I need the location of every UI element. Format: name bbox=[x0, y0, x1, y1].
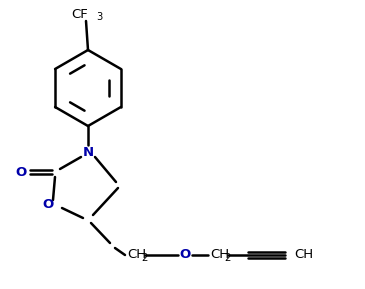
Text: CH: CH bbox=[210, 249, 229, 262]
Text: O: O bbox=[42, 199, 54, 212]
Text: CH: CH bbox=[127, 249, 146, 262]
Text: N: N bbox=[82, 145, 93, 158]
Text: 2: 2 bbox=[224, 253, 230, 263]
Text: CH: CH bbox=[294, 249, 313, 262]
Text: O: O bbox=[179, 249, 191, 262]
Text: CF: CF bbox=[71, 8, 88, 21]
Text: 2: 2 bbox=[141, 253, 147, 263]
Text: O: O bbox=[15, 166, 27, 179]
Text: 3: 3 bbox=[96, 12, 102, 21]
